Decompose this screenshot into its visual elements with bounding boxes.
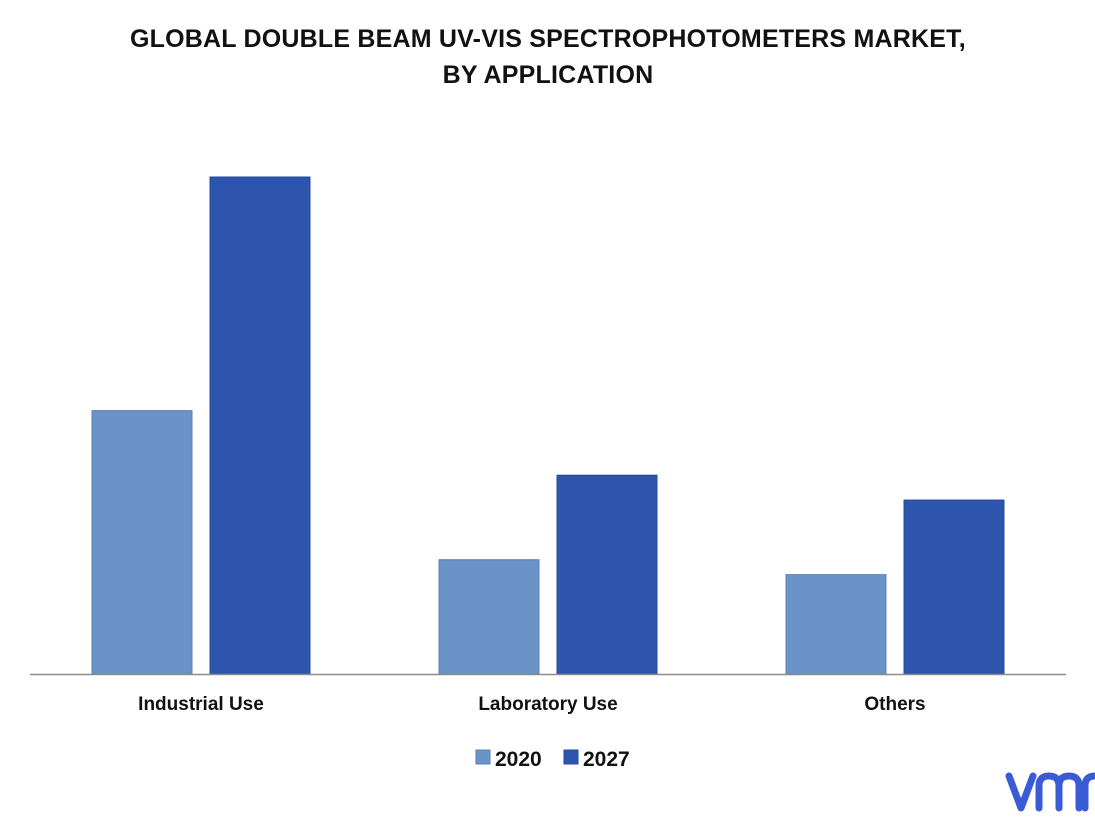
vmr-logo-m <box>1035 772 1083 812</box>
bar-industrial-use-2027 <box>209 176 311 675</box>
x-tick-label-laboratory-use: Laboratory Use <box>478 694 617 715</box>
vmr-logo-v <box>1005 772 1037 812</box>
vmr-logo-r <box>1081 772 1095 812</box>
vmr-logo <box>1005 772 1095 812</box>
legend-label-2020: 2020 <box>495 748 542 771</box>
bar-others-2027 <box>903 499 1005 675</box>
bar-industrial-use-2020 <box>91 410 193 675</box>
x-tick-label-others: Others <box>864 694 925 715</box>
chart-title: GLOBAL DOUBLE BEAM UV-VIS SPECTROPHOTOME… <box>130 25 966 89</box>
plot-area: Industrial Use Laboratory Use Others <box>30 176 1066 715</box>
bar-others-2020 <box>785 574 887 675</box>
bar-laboratory-use-2027 <box>556 474 658 675</box>
chart-title-line-1: GLOBAL DOUBLE BEAM UV-VIS SPECTROPHOTOME… <box>130 25 966 53</box>
legend-swatch-2027 <box>563 749 579 765</box>
legend-swatch-2020 <box>475 749 491 765</box>
x-tick-label-industrial-use: Industrial Use <box>138 694 264 715</box>
legend-label-2027: 2027 <box>583 748 630 771</box>
chart-title-line-2: BY APPLICATION <box>443 61 654 89</box>
bar-laboratory-use-2020 <box>438 559 540 675</box>
legend: 2020 2027 <box>475 748 630 771</box>
